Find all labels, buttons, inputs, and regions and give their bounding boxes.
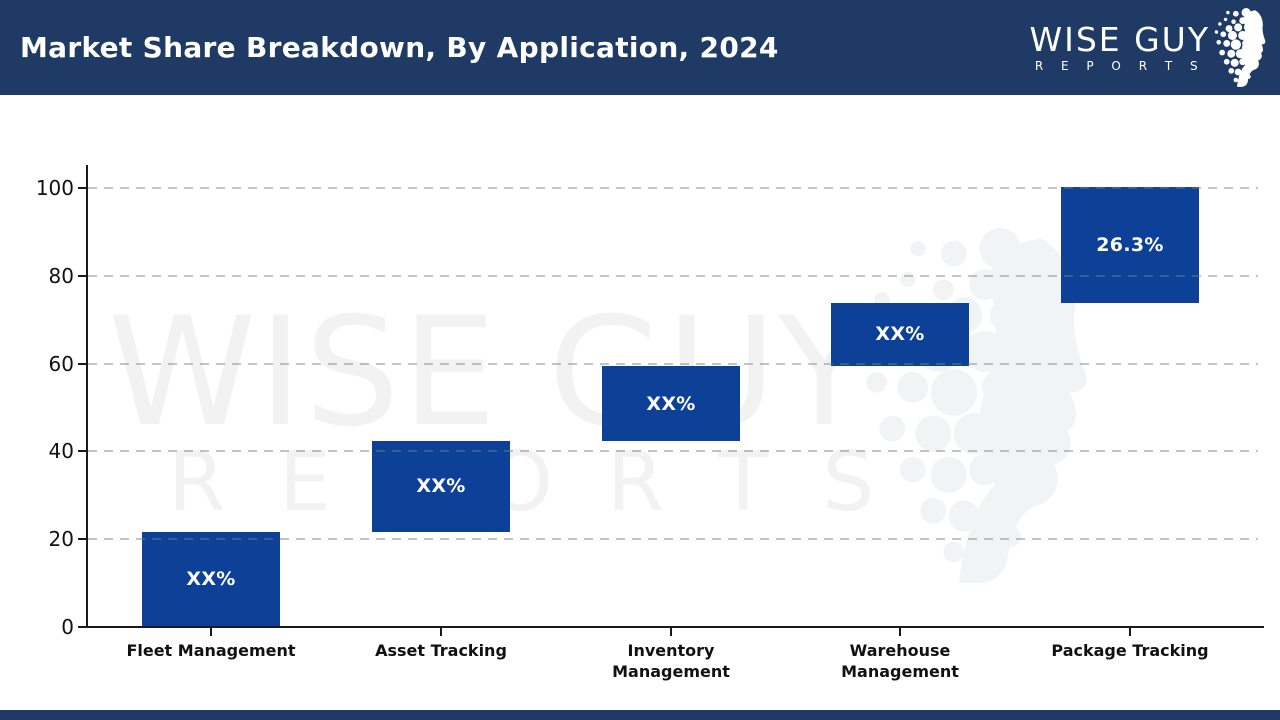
y-axis-line: [86, 165, 88, 628]
gridline: [88, 275, 1258, 277]
logo-text: WISE GUY R E P O R T S: [1029, 23, 1210, 73]
page-title: Market Share Breakdown, By Application, …: [20, 31, 779, 64]
bar-segment: 26.3%: [1061, 187, 1199, 303]
bar-value-label: XX%: [186, 567, 236, 590]
x-axis-category-label: Inventory Management: [551, 640, 791, 682]
y-axis-tick: [78, 626, 86, 628]
x-axis-category-label: Package Tracking: [1010, 640, 1250, 661]
y-axis-tick: [78, 275, 86, 277]
y-axis-tick-label: 0: [61, 615, 74, 639]
y-axis-tick: [78, 450, 86, 452]
bar-value-label: XX%: [646, 392, 696, 415]
x-axis-tick: [670, 628, 672, 636]
x-axis-category-line: Asset Tracking: [375, 641, 507, 660]
y-axis-tick: [78, 187, 86, 189]
x-axis-category-line: Fleet Management: [126, 641, 296, 660]
x-axis-tick: [440, 628, 442, 636]
x-axis-category-line: Management: [612, 662, 730, 681]
header-bar: Market Share Breakdown, By Application, …: [0, 0, 1280, 95]
x-axis-category-line: Management: [841, 662, 959, 681]
logo-head-icon: [1214, 7, 1266, 87]
gridline: [88, 363, 1258, 365]
y-axis-tick: [78, 363, 86, 365]
watermark-text-primary: WISE GUY: [108, 286, 872, 460]
bar-segment: XX%: [142, 531, 280, 626]
bar-segment: XX%: [831, 302, 969, 367]
x-axis-category-line: Warehouse: [849, 641, 951, 660]
y-axis-tick-label: 100: [35, 176, 74, 200]
logo-brand-subtitle: R E P O R T S: [1034, 58, 1205, 73]
bar-value-label: XX%: [416, 475, 466, 498]
bar-value-label: XX%: [875, 323, 925, 346]
wise-guy-reports-logo: WISE GUY R E P O R T S: [1029, 0, 1266, 95]
bar-segment: XX%: [372, 441, 510, 532]
gridline: [88, 538, 1258, 540]
y-axis-tick-label: 20: [48, 527, 74, 551]
x-axis-category-line: Inventory: [627, 641, 715, 660]
footer-bar: [0, 710, 1280, 720]
x-axis-category-label: Asset Tracking: [321, 640, 561, 661]
x-axis-tick: [1129, 628, 1131, 636]
watermark-text-secondary: R E P O R T S: [168, 435, 889, 530]
x-axis-category-label: Fleet Management: [91, 640, 331, 661]
x-axis-category-line: Package Tracking: [1051, 641, 1209, 660]
y-axis-tick-label: 80: [48, 264, 74, 288]
gridline: [88, 450, 1258, 452]
bar-segment: XX%: [602, 366, 740, 442]
x-axis-category-label: Warehouse Management: [780, 640, 1020, 682]
gridline: [88, 187, 1258, 189]
x-axis-tick: [899, 628, 901, 636]
y-axis-tick-label: 60: [48, 352, 74, 376]
logo-brand-name: WISE GUY: [1029, 19, 1210, 59]
x-axis-tick: [210, 628, 212, 636]
x-axis-line: [86, 626, 1264, 628]
y-axis-tick: [78, 538, 86, 540]
y-axis-tick-label: 40: [48, 439, 74, 463]
bar-value-label: 26.3%: [1096, 233, 1164, 256]
